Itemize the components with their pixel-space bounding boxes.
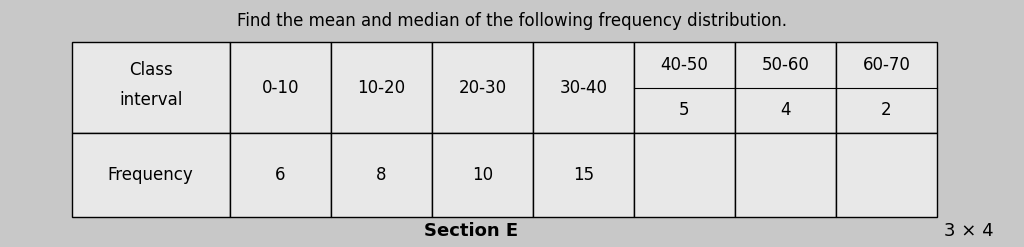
Bar	[432, 42, 532, 133]
Text: 10-20: 10-20	[357, 79, 406, 97]
Text: 3 × 4: 3 × 4	[944, 222, 993, 240]
Bar	[735, 133, 836, 217]
Text: 0-10: 0-10	[261, 79, 299, 97]
Text: 15: 15	[572, 166, 594, 184]
Bar	[331, 42, 432, 133]
Bar	[432, 133, 532, 217]
Text: 5: 5	[679, 101, 689, 119]
Text: 30-40: 30-40	[559, 79, 607, 97]
Bar	[836, 42, 937, 133]
Text: 10: 10	[472, 166, 493, 184]
Text: 8: 8	[376, 166, 387, 184]
Text: 40-50: 40-50	[660, 56, 709, 74]
Text: 20-30: 20-30	[459, 79, 507, 97]
Bar	[836, 133, 937, 217]
Bar	[229, 42, 331, 133]
Bar	[532, 42, 634, 133]
Text: Find the mean and median of the following frequency distribution.: Find the mean and median of the followin…	[237, 12, 787, 30]
Bar	[634, 133, 735, 217]
Text: 2: 2	[881, 101, 892, 119]
Text: Class: Class	[129, 61, 173, 79]
Text: interval: interval	[119, 91, 182, 109]
Text: 6: 6	[275, 166, 286, 184]
Text: 50-60: 50-60	[762, 56, 809, 74]
Bar	[735, 42, 836, 133]
Bar	[72, 42, 229, 133]
Bar	[229, 133, 331, 217]
Text: 60-70: 60-70	[862, 56, 910, 74]
Bar	[331, 133, 432, 217]
Bar	[634, 42, 735, 133]
Text: Section E: Section E	[424, 222, 518, 240]
Bar	[72, 133, 229, 217]
Bar	[532, 133, 634, 217]
Text: 4: 4	[780, 101, 791, 119]
Text: Frequency: Frequency	[108, 166, 194, 184]
